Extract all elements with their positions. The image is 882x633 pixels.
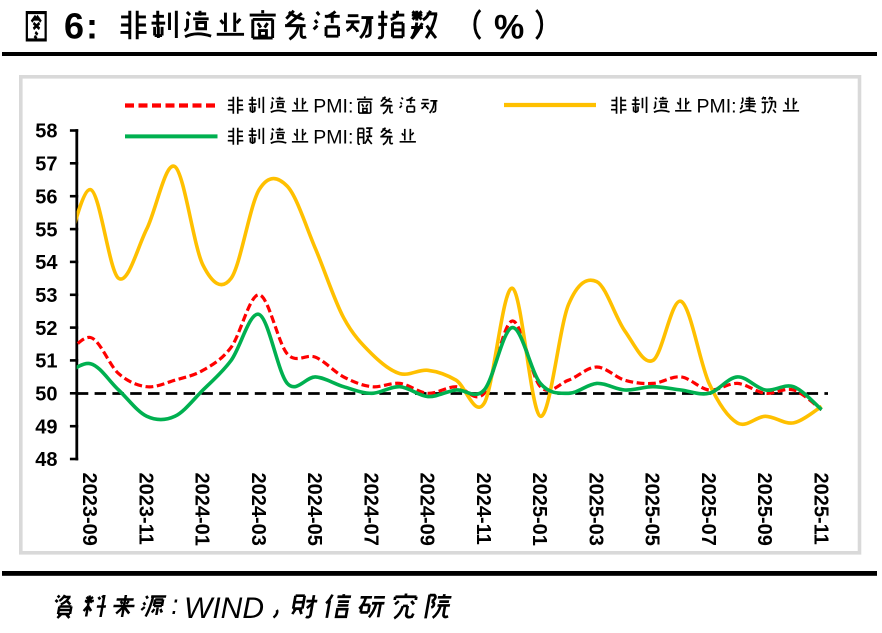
svg-text:%: % [494,9,524,47]
svg-text:51: 51 [35,351,57,373]
svg-text:53: 53 [35,285,57,307]
svg-text:2025-07: 2025-07 [697,473,719,546]
svg-text:WIND: WIND [184,592,264,625]
svg-text:2024-03: 2024-03 [247,473,269,546]
svg-text:2025-11: 2025-11 [809,473,831,545]
svg-text:54: 54 [35,252,58,274]
svg-text:2024-07: 2024-07 [359,473,381,546]
svg-text:2024-05: 2024-05 [303,473,325,546]
svg-text:56: 56 [35,186,57,208]
svg-text:2023-11: 2023-11 [134,473,156,545]
svg-text:2025-05: 2025-05 [641,473,663,546]
svg-text:PMI:: PMI: [313,96,353,118]
svg-text:49: 49 [35,416,57,438]
svg-text:58: 58 [35,121,57,143]
svg-text:48: 48 [35,449,57,471]
svg-text:50: 50 [35,384,57,406]
svg-text:52: 52 [35,318,57,340]
svg-text:2024-11: 2024-11 [472,473,494,545]
svg-text:57: 57 [35,154,57,176]
svg-text:2024-01: 2024-01 [191,473,213,546]
svg-text:PMI:: PMI: [313,127,353,149]
svg-text:2025-01: 2025-01 [528,473,550,546]
svg-text:6:: 6: [64,6,100,47]
svg-text:2025-09: 2025-09 [753,473,775,546]
svg-text:55: 55 [35,219,57,241]
svg-text:2023-09: 2023-09 [78,473,100,546]
svg-text:2025-03: 2025-03 [584,473,606,546]
svg-text:PMI:: PMI: [697,96,737,118]
svg-text:2024-09: 2024-09 [416,473,438,546]
